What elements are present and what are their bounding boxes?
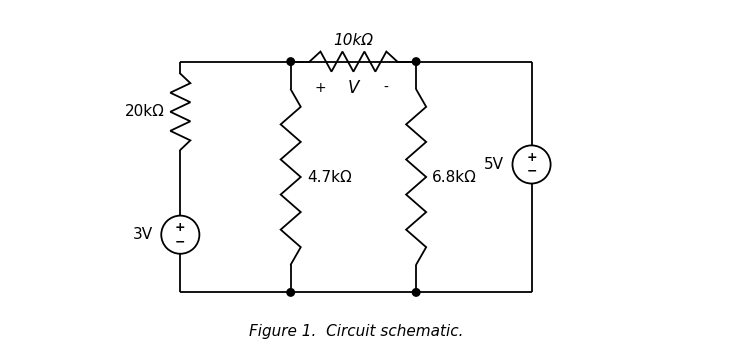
Text: Figure 1.  Circuit schematic.: Figure 1. Circuit schematic.	[249, 324, 463, 339]
Text: −: −	[175, 235, 186, 248]
Text: −: −	[526, 165, 537, 178]
Text: 20kΩ: 20kΩ	[124, 104, 164, 119]
Text: V: V	[347, 79, 359, 97]
Text: +: +	[526, 151, 537, 164]
Text: +: +	[315, 81, 326, 95]
Text: 3V: 3V	[132, 227, 153, 242]
Text: 6.8kΩ: 6.8kΩ	[432, 170, 477, 184]
Text: +: +	[175, 221, 186, 234]
Circle shape	[287, 58, 295, 65]
Circle shape	[412, 289, 420, 296]
Circle shape	[287, 289, 295, 296]
Text: 5V: 5V	[484, 157, 503, 172]
Text: -: -	[384, 81, 389, 95]
Text: 4.7kΩ: 4.7kΩ	[307, 170, 351, 184]
Text: 10kΩ: 10kΩ	[333, 33, 374, 48]
Circle shape	[412, 58, 420, 65]
